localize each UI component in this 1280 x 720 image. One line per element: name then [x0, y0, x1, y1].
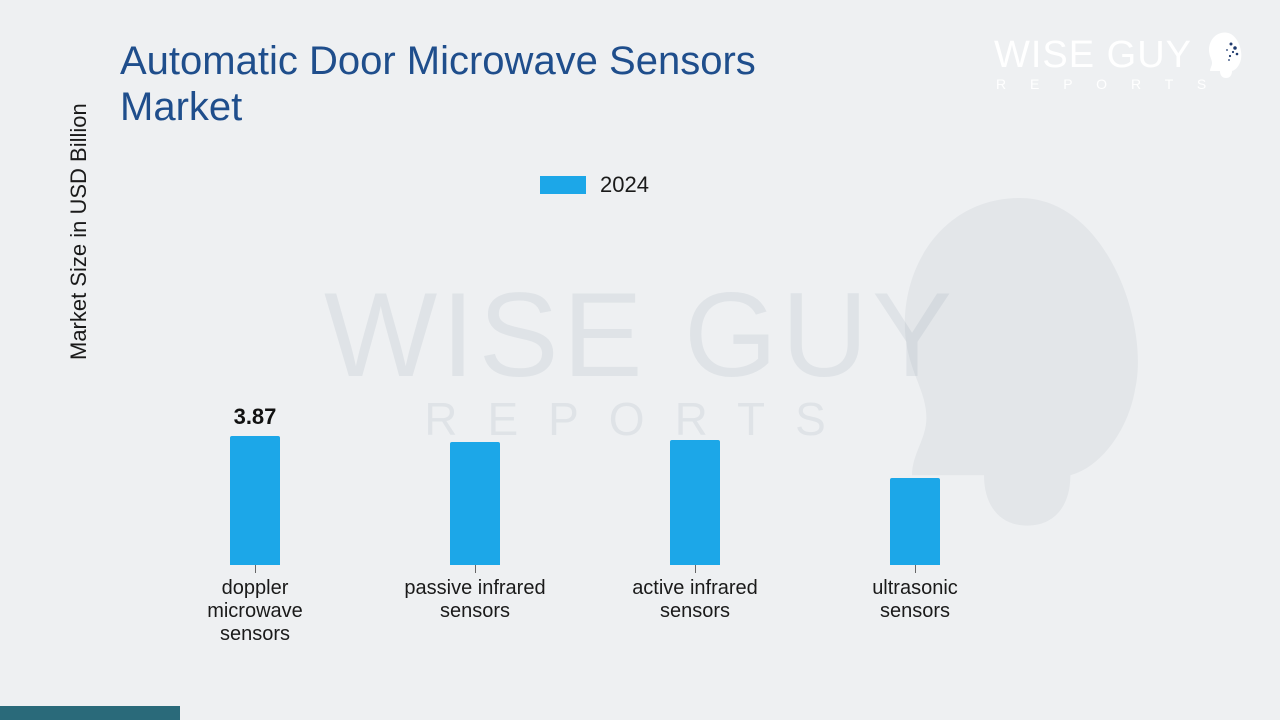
- legend: 2024: [540, 172, 649, 198]
- bar-group: ultrasonic sensors: [890, 478, 940, 565]
- brand-logo: WISE GUY R E P O R T S: [994, 30, 1250, 92]
- bar: [450, 442, 500, 565]
- legend-label: 2024: [600, 172, 649, 198]
- bar-group: 3.87doppler microwave sensors: [230, 436, 280, 565]
- x-axis-category-label: active infrared sensors: [615, 577, 775, 623]
- bar-group: passive infrared sensors: [450, 442, 500, 565]
- accent-bar: [0, 706, 180, 720]
- bar: [230, 436, 280, 565]
- x-axis-category-label: passive infrared sensors: [395, 577, 555, 623]
- logo-main-text: WISE GUY: [994, 34, 1192, 77]
- right-panel: [960, 0, 1280, 720]
- plot-area: 3.87doppler microwave sensors passive inf…: [160, 165, 960, 565]
- bar-value-label: 3.87: [234, 404, 277, 430]
- chart-area: 3.87doppler microwave sensorspassive inf…: [120, 165, 960, 645]
- bar-group: active infrared sensors: [670, 440, 720, 565]
- x-tick: [695, 565, 696, 573]
- x-axis-category-label: ultrasonic sensors: [835, 577, 995, 623]
- chart-page: WISE GUY REPORTS WISE GUY R E P O R T S …: [0, 0, 1280, 720]
- x-tick: [915, 565, 916, 573]
- y-axis-label: Market Size in USD Billion: [66, 103, 92, 360]
- bar: [670, 440, 720, 565]
- logo-head-icon: [1200, 30, 1250, 80]
- bar: [890, 478, 940, 565]
- x-axis-category-label: doppler microwave sensors: [175, 577, 335, 646]
- x-tick: [475, 565, 476, 573]
- chart-title: Automatic Door Microwave Sensors Market: [120, 38, 860, 130]
- x-tick: [255, 565, 256, 573]
- legend-swatch: [540, 176, 586, 194]
